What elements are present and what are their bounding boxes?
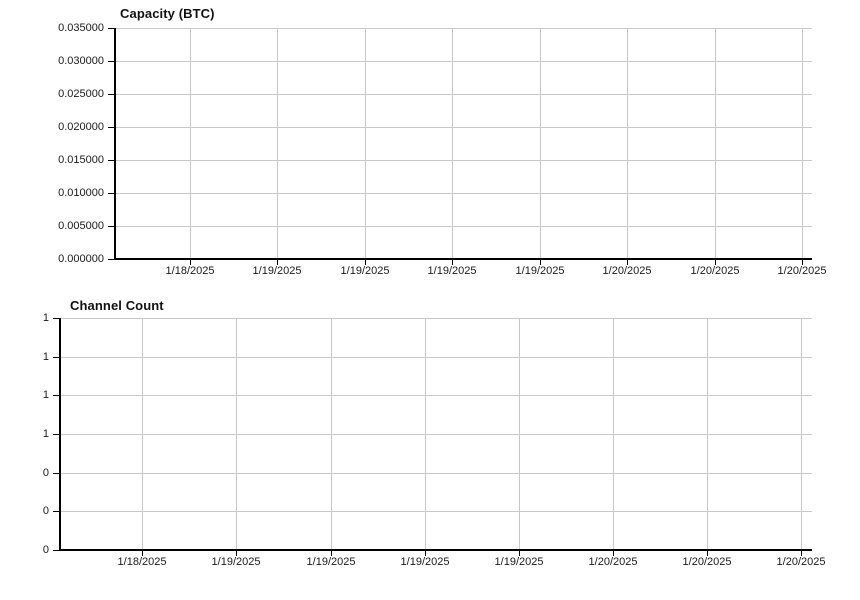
gridline-horizontal [115,226,812,227]
x-tick-mark [277,259,278,265]
y-axis-label-channel-count: 1 [42,389,49,401]
x-axis-label-channel-count: 1/20/2025 [776,556,826,568]
x-tick-mark [331,550,332,556]
x-tick-mark [801,550,802,556]
gridline-vertical [707,318,708,550]
x-axis-label-channel-count: 1/19/2025 [400,556,450,568]
plot-area-capacity [115,28,812,259]
y-axis-label-capacity: 0.000000 [58,253,104,265]
gridline-horizontal [115,160,812,161]
y-tick-mark [53,395,59,396]
gridline-horizontal [60,473,812,474]
gridline-horizontal [60,395,812,396]
x-axis-label-capacity: 1/20/2025 [777,265,827,277]
y-axis-label-capacity: 0.010000 [58,187,104,199]
y-axis-label-channel-count: 1 [42,351,49,363]
gridline-vertical [142,318,143,550]
x-axis-label-channel-count: 1/19/2025 [211,556,261,568]
y-axis-label-capacity: 0.020000 [58,121,104,133]
y-axis-label-channel-count: 0 [42,544,49,556]
x-tick-mark [425,550,426,556]
gridline-horizontal [60,511,812,512]
y-tick-mark [53,511,59,512]
x-axis-label-channel-count: 1/19/2025 [306,556,356,568]
x-axis-label-channel-count: 1/20/2025 [588,556,638,568]
gridline-vertical [519,318,520,550]
x-tick-mark [519,550,520,556]
x-tick-mark [142,550,143,556]
y-tick-mark [108,28,114,29]
y-axis-label-capacity: 0.030000 [58,55,104,67]
y-tick-mark [108,127,114,128]
x-axis-label-capacity: 1/20/2025 [690,265,740,277]
x-axis-line-capacity [114,258,812,260]
x-axis-label-capacity: 1/18/2025 [165,265,215,277]
gridline-vertical [425,318,426,550]
y-axis-label-channel-count: 0 [42,467,49,479]
y-tick-mark [53,434,59,435]
gridline-vertical [277,28,278,259]
x-tick-mark [452,259,453,265]
x-tick-mark [802,259,803,265]
y-tick-mark [53,357,59,358]
gridline-vertical [715,28,716,259]
gridline-horizontal [115,193,812,194]
x-axis-label-capacity: 1/19/2025 [515,265,565,277]
x-axis-label-capacity: 1/19/2025 [340,265,390,277]
x-tick-mark [540,259,541,265]
gridline-vertical [236,318,237,550]
y-axis-label-capacity: 0.025000 [58,88,104,100]
y-axis-label-capacity: 0.015000 [58,154,104,166]
x-axis-label-capacity: 1/20/2025 [602,265,652,277]
gridline-vertical [452,28,453,259]
gridline-horizontal [115,94,812,95]
y-tick-mark [108,94,114,95]
x-tick-mark [707,550,708,556]
y-tick-mark [53,550,59,551]
y-axis-label-capacity: 0.035000 [58,22,104,34]
y-axis-label-capacity: 0.005000 [58,220,104,232]
y-tick-mark [108,193,114,194]
y-tick-mark [53,473,59,474]
x-tick-mark [236,550,237,556]
y-tick-mark [108,61,114,62]
gridline-horizontal [60,357,812,358]
chart-title-channel-count: Channel Count [70,298,164,313]
gridline-vertical [540,28,541,259]
x-tick-mark [715,259,716,265]
y-axis-label-channel-count: 1 [42,312,49,324]
x-axis-line-channel-count [59,549,812,551]
y-axis-label-channel-count: 1 [42,428,49,440]
plot-area-channel-count [60,318,812,550]
y-axis-label-channel-count: 0 [42,505,49,517]
x-axis-label-channel-count: 1/20/2025 [682,556,732,568]
chart-title-capacity: Capacity (BTC) [120,6,215,21]
gridline-horizontal [115,28,812,29]
x-axis-label-channel-count: 1/18/2025 [117,556,167,568]
gridline-vertical [613,318,614,550]
gridline-horizontal [60,434,812,435]
gridline-vertical [801,318,802,550]
x-tick-mark [190,259,191,265]
x-tick-mark [365,259,366,265]
x-tick-mark [627,259,628,265]
gridline-vertical [365,28,366,259]
y-axis-line-channel-count [59,318,61,551]
x-axis-label-capacity: 1/19/2025 [252,265,302,277]
y-tick-mark [108,226,114,227]
gridline-vertical [802,28,803,259]
gridline-vertical [331,318,332,550]
gridline-vertical [627,28,628,259]
y-tick-mark [108,160,114,161]
gridline-vertical [190,28,191,259]
y-tick-mark [53,318,59,319]
y-tick-mark [108,259,114,260]
y-axis-line-capacity [114,28,116,260]
x-axis-label-channel-count: 1/19/2025 [494,556,544,568]
gridline-horizontal [115,61,812,62]
gridline-horizontal [60,318,812,319]
gridline-horizontal [115,127,812,128]
x-tick-mark [613,550,614,556]
x-axis-label-capacity: 1/19/2025 [427,265,477,277]
